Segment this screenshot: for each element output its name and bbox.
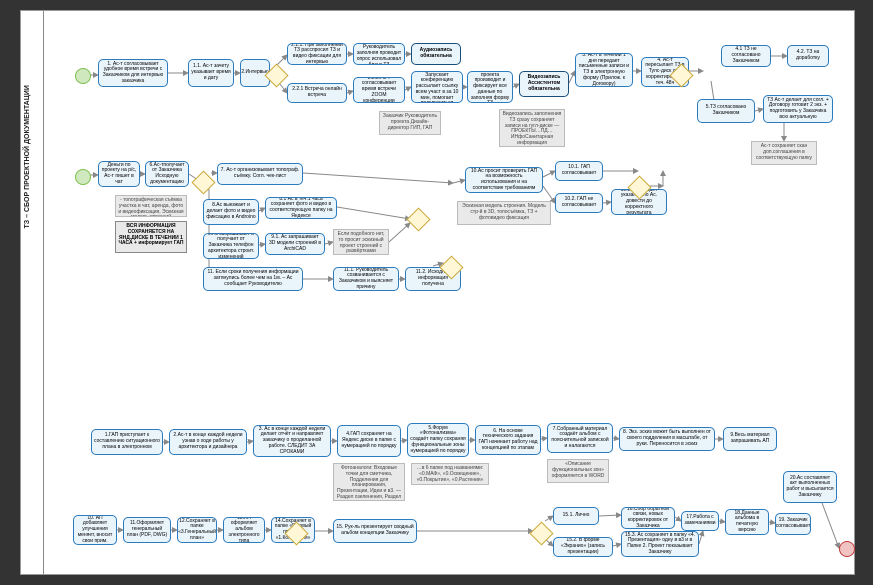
flow-node[interactable]: Аудиозапись обязательна — [411, 43, 461, 65]
flow-node[interactable]: 4.2. ТЗ на доработку — [787, 45, 829, 67]
flow-node[interactable]: 16.Сбор обратной связи, новых корректиро… — [621, 507, 675, 529]
flow-node[interactable]: 1.ГАП приступает к составлению ситуацион… — [91, 429, 163, 455]
flow-node[interactable]: Ас-т сохраняет скан доп.соглашения в соо… — [751, 141, 817, 165]
edge — [337, 207, 410, 219]
flow-node[interactable]: 7.Собранный материал создаёт альбом с по… — [547, 423, 613, 453]
edge — [453, 180, 465, 183]
flow-node[interactable]: 4.ГАП сохраняет на Яндекс диске в папке … — [337, 425, 401, 457]
flow-node[interactable]: 11.Оформляет генеральный план (PDF, DWG) — [123, 517, 171, 543]
flow-node[interactable]: 11. Если сроки получения информации затя… — [203, 267, 303, 291]
flow-node[interactable]: 17.Работа с замечаниями — [681, 511, 719, 531]
flow-node[interactable]: ТЗ Ас-т делает для согл. + Договору гото… — [763, 95, 833, 123]
flow-node[interactable]: - топографическая съёмка участка в чат, … — [115, 195, 187, 217]
flow-node[interactable]: 2.Ас-т в конце каждой недели узнав о ход… — [169, 429, 247, 455]
flow-node[interactable]: 9.1. Ас запрашивает 3D модели строений в… — [265, 233, 325, 255]
flow-node[interactable]: 12.Сохраняет в папке «3.Генеральный план… — [177, 517, 217, 543]
flow-node[interactable]: 6.Ас-тполучает от Заказчика Исходную док… — [145, 161, 189, 187]
flow-node[interactable]: 2.1.2. Руководитель заполняя проводит оп… — [353, 43, 405, 65]
flow-node[interactable]: 2.2.3. Ас-т Запускает конференцию рассыл… — [411, 71, 463, 103]
flow-node[interactable]: 8.1 Ас в теч.1 часа сохраняет фото и вид… — [265, 197, 337, 219]
edge — [303, 173, 453, 183]
flow-node[interactable]: 11.1. Руководитель созванивается с Заказ… — [333, 267, 399, 291]
flow-node[interactable]: 18.Данные альбома в печатную версию — [725, 509, 769, 535]
edge — [603, 202, 611, 203]
flow-node[interactable]: 5.Форум «Фотонализма» создаёт папку сохр… — [407, 423, 469, 457]
diagram-canvas: 1. Ас-т согласовывает удобное время встр… — [43, 11, 854, 574]
flow-node[interactable]: 8. Экз. эскиз может быть выполнен от сво… — [619, 427, 715, 451]
flow-node[interactable]: 15.2. В форме «Экранио» (запись презента… — [553, 537, 613, 557]
flow-node[interactable]: 10. АП добавляет улучшения меняет, вноси… — [73, 515, 117, 545]
flow-node[interactable]: 15.3. Ас сохраняет в папку «4. Презентац… — [621, 531, 699, 557]
flow-node[interactable]: 6. На основе технического задания ГАП на… — [475, 425, 541, 455]
flow-node[interactable]: 2.2.4.Руководитель проекта производит и … — [467, 71, 513, 103]
flow-node[interactable]: 1. Ас-т согласовывает удобное время встр… — [98, 59, 168, 87]
flow-node[interactable]: …в 6 папке под названиями: «0.МАФ», «0.О… — [411, 463, 489, 485]
flow-node[interactable]: 3. Ас-т в течении 1 дня передает письмен… — [575, 53, 633, 87]
flow-node[interactable]: 7. Ас-т организовывает топограф. съёмку.… — [217, 163, 303, 185]
edge — [543, 171, 555, 177]
flow-node[interactable]: 15. Рук-ль презентирует сводный альбом к… — [333, 519, 417, 543]
flow-node[interactable]: Эскизная модель строения. Модель стр-й в… — [457, 201, 551, 225]
flow-node[interactable]: 3. Ас в конце каждой недели делает отчёт… — [253, 425, 331, 457]
flow-node[interactable]: 5.ТЗ согласовано Заказчиком — [697, 99, 755, 123]
flow-node[interactable]: Видеозапись Ассистентом обязательна — [519, 71, 569, 97]
flow-node[interactable]: 9.Весь материал запрашивать АП — [723, 427, 777, 451]
flow-node[interactable]: 10.1. ГАП согласовывает — [555, 161, 603, 181]
flow-node[interactable]: 13.АП оформляет альбом электронного типа — [223, 517, 265, 543]
page-frame: ТЗ – СБОР ПРОЕКТНОЙ ДОКУМЕНТАЦИИ 1. Ас-т… — [20, 10, 855, 575]
flow-node[interactable]: ВСЯ ИНФОРМАЦИЯ СОХРАНЯЕТСЯ НА ЯНД.ДИСКЕ … — [115, 221, 187, 253]
event-circle[interactable] — [75, 68, 91, 84]
title-bar: ТЗ – СБОР ПРОЕКТНОЙ ДОКУМЕНТАЦИИ — [21, 11, 44, 574]
flow-node[interactable]: 15.1. Лично — [553, 507, 599, 525]
flow-node[interactable]: 2.2.1 Встреча онлайн встреча — [287, 83, 347, 103]
flow-node[interactable]: 19. Заказчик согласовывает — [775, 513, 811, 535]
flow-node[interactable]: 20.Ас составляет акт выполненных работ и… — [783, 471, 837, 503]
event-circle[interactable] — [839, 541, 855, 557]
flow-node[interactable]: 2.1.1. При заполнении ТЗ расспросил ТЗ и… — [287, 43, 347, 65]
flow-node[interactable]: 4.1 ТЗ не согласовано Заказчиком — [721, 45, 771, 67]
event-circle[interactable] — [75, 169, 91, 185]
flow-node[interactable]: Видеозапись заполнения ТЗ сразу сохраняе… — [499, 109, 565, 147]
doc-title: ТЗ – СБОР ПРОЕКТНОЙ ДОКУМЕНТАЦИИ — [24, 85, 31, 228]
flow-node[interactable]: Если подобного нет, то просит эскизный п… — [333, 229, 389, 255]
flow-node[interactable]: Фотоаналоги: Входовые точки для сметчика… — [333, 463, 405, 501]
edge — [599, 515, 621, 516]
flow-node[interactable]: 8.Ас выезжает и делает фото и видео фикс… — [203, 199, 259, 225]
flow-node[interactable]: Деньги по проекту на р/с, Ас-т пишет в ч… — [98, 161, 140, 187]
edge — [389, 223, 410, 242]
edge — [699, 531, 703, 544]
edge — [325, 242, 333, 244]
edge — [545, 516, 553, 521]
flow-node[interactable]: 1.1. Ас-т зачету указывает время и дату — [188, 59, 234, 87]
flow-node[interactable]: «Описание функциональных зон» оформляетс… — [547, 459, 609, 483]
flow-node[interactable]: 10.2. ГАП не согласовывает — [555, 193, 603, 213]
flow-node[interactable]: 10.Ас просит проверить ГАП на возможност… — [465, 167, 543, 193]
flow-node[interactable]: 9.Ас запрашивает и получает от Заказчика… — [203, 233, 259, 259]
flow-node[interactable]: 2.2.2.Ас-т согласовывает время встречи Z… — [353, 77, 405, 103]
edge — [613, 544, 621, 546]
edge — [755, 109, 763, 111]
flow-node[interactable]: Заказчик Руководитель проекта Дизайн-дир… — [379, 111, 441, 135]
